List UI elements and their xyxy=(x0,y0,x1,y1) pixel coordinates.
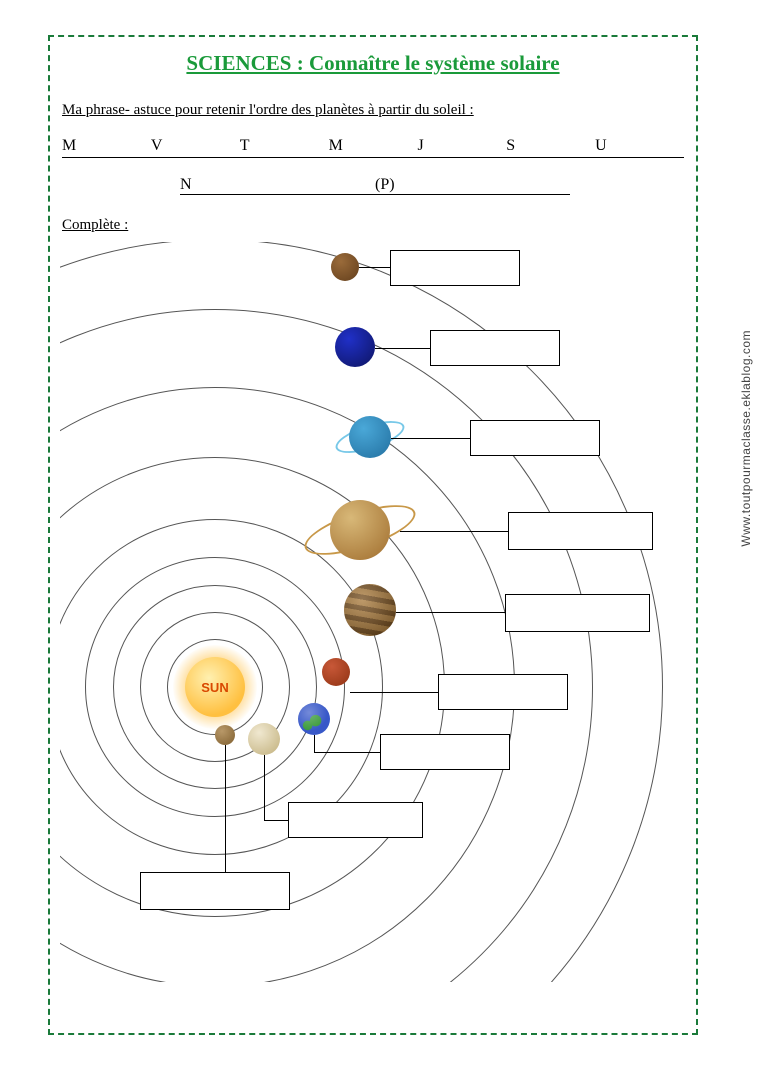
leader-line xyxy=(350,692,438,693)
leader-line xyxy=(264,820,288,821)
leader-line xyxy=(359,267,390,268)
mnemonic-prompt: Ma phrase- astuce pour retenir l'ordre d… xyxy=(62,102,686,119)
planet-earth xyxy=(298,703,330,735)
label-mercury[interactable] xyxy=(140,872,290,910)
letter-s: S xyxy=(506,137,595,155)
sun: SUN xyxy=(185,657,245,717)
letter-m: M xyxy=(329,137,418,155)
letters-row-1: MVTMJSU xyxy=(62,137,684,158)
worksheet-page: SCIENCES : Connaître le système solaire … xyxy=(48,35,698,1035)
leader-line xyxy=(391,438,470,439)
label-venus[interactable] xyxy=(288,802,423,838)
solar-system-diagram: SUN xyxy=(60,242,688,982)
leader-line xyxy=(225,745,226,872)
letters-row-2: N (P) xyxy=(180,176,570,195)
label-neptune[interactable] xyxy=(430,330,560,366)
leader-line xyxy=(375,348,430,349)
planet-pluto xyxy=(331,253,359,281)
planet-uranus xyxy=(349,416,391,458)
planet-saturn xyxy=(330,500,390,560)
planet-jupiter xyxy=(344,584,396,636)
label-mars[interactable] xyxy=(438,674,568,710)
planet-venus xyxy=(248,723,280,755)
label-pluto[interactable] xyxy=(390,250,520,286)
leader-line xyxy=(314,752,380,753)
letter-u: U xyxy=(595,137,684,155)
letter-m: M xyxy=(62,137,151,155)
planet-mercury xyxy=(215,725,235,745)
letter-p: (P) xyxy=(375,176,570,194)
letter-j: J xyxy=(417,137,506,155)
page-title: SCIENCES : Connaître le système solaire xyxy=(60,51,686,76)
letter-n: N xyxy=(180,176,375,194)
planet-mars xyxy=(322,658,350,686)
leader-line xyxy=(396,612,505,613)
label-uranus[interactable] xyxy=(470,420,600,456)
leader-line xyxy=(400,531,508,532)
label-jupiter[interactable] xyxy=(505,594,650,632)
leader-line xyxy=(264,755,265,820)
complete-prompt: Complète : xyxy=(62,217,686,234)
letter-v: V xyxy=(151,137,240,155)
label-earth[interactable] xyxy=(380,734,510,770)
letter-t: T xyxy=(240,137,329,155)
leader-line xyxy=(314,735,315,752)
label-saturn[interactable] xyxy=(508,512,653,550)
planet-neptune xyxy=(335,327,375,367)
watermark: Www.toutpourmaclasse.eklablog.com xyxy=(739,330,753,547)
